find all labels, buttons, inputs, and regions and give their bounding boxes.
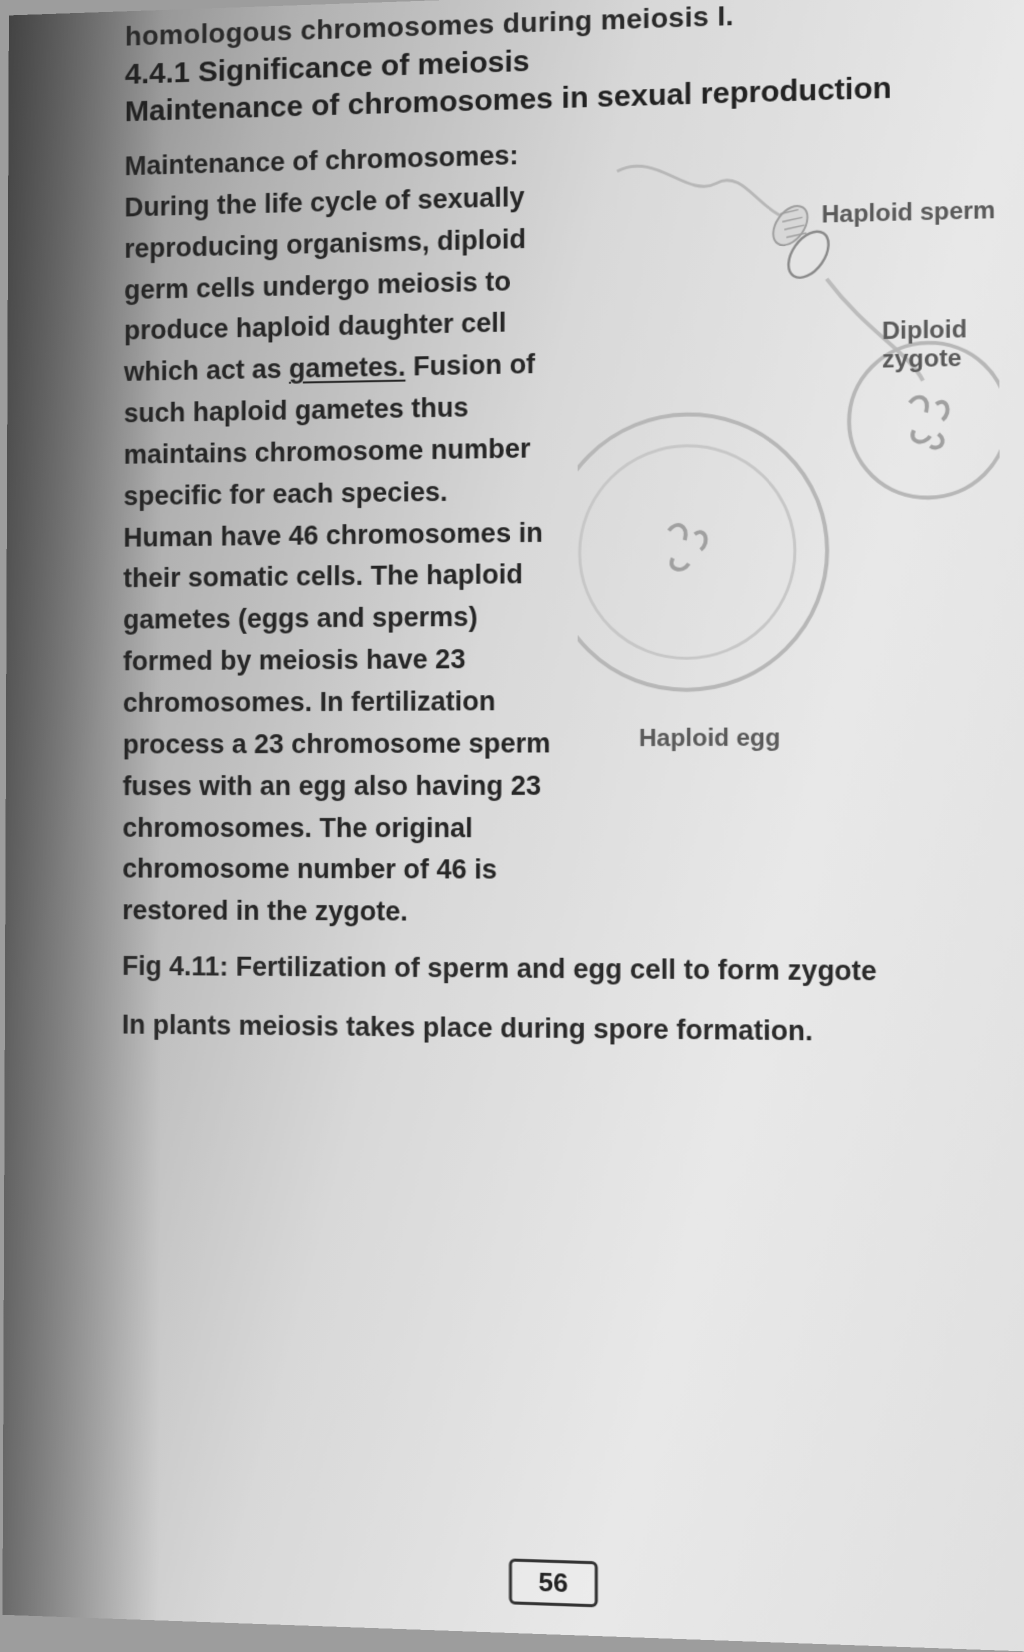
gametes-underline: gametes.: [289, 352, 405, 384]
two-column-region: Maintenance of chromosomes: During the l…: [122, 121, 1001, 937]
plants-line: In plants meiosis takes place during spo…: [122, 1004, 1002, 1055]
figure-column: Haploid sperm Diploid zygote Haploid egg: [578, 121, 1002, 937]
label-sperm: Haploid sperm: [821, 197, 995, 230]
content-area: homologous chromosomes during meiosis I.…: [120, 0, 1003, 1630]
text-column: Maintenance of chromosomes: During the l…: [122, 134, 551, 934]
page-number: 56: [509, 1558, 598, 1607]
page-surface: homologous chromosomes during meiosis I.…: [2, 0, 1024, 1652]
egg-cell: [578, 412, 828, 691]
human-body: Human have 46 chromosomes in their somat…: [122, 517, 550, 927]
sperm-tail: [617, 162, 781, 220]
caption-text: Fertilization of sperm and egg cell to f…: [228, 952, 876, 987]
figure-caption: Fig 4.11: Fertilization of sperm and egg…: [122, 946, 1001, 993]
page-number-wrap: 56: [509, 1558, 598, 1607]
label-egg: Haploid egg: [639, 724, 780, 753]
caption-ref: Fig 4.11:: [122, 951, 228, 982]
label-zygote: Diploid zygote: [882, 315, 999, 374]
maintenance-lead: Maintenance of chromosomes:: [125, 140, 519, 181]
